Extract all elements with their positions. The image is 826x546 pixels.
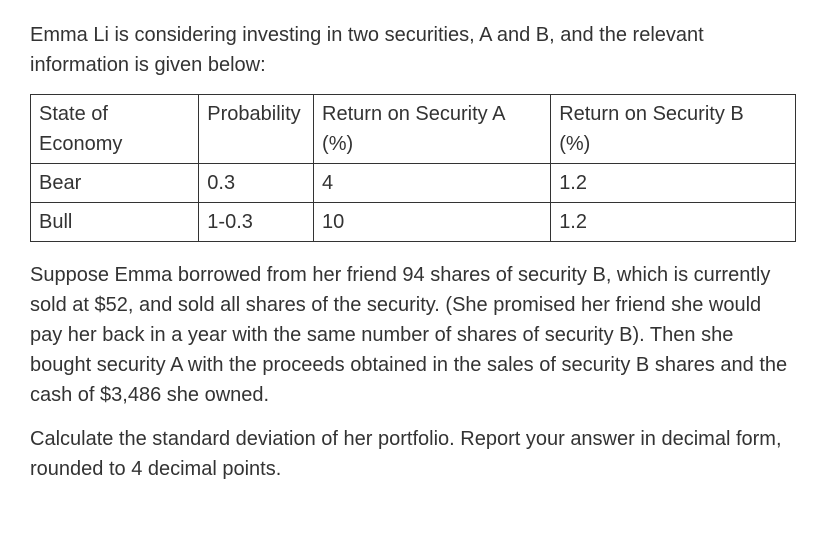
intro-text: Emma Li is considering investing in two … <box>30 20 796 80</box>
securities-table: State of Economy Probability Return on S… <box>30 94 796 242</box>
header-a-line1: Return on Security A <box>322 103 505 125</box>
header-b-line1: Return on Security B <box>559 103 744 125</box>
header-state: State of Economy <box>31 95 199 164</box>
table-row: Bull 1-0.3 10 1.2 <box>31 203 796 242</box>
question-text: Calculate the standard deviation of her … <box>30 424 796 484</box>
cell-bull-a: 10 <box>314 203 551 242</box>
header-return-b: Return on Security B (%) <box>551 95 796 164</box>
header-return-a: Return on Security A (%) <box>314 95 551 164</box>
cell-bear-a: 4 <box>314 164 551 203</box>
header-probability: Probability <box>199 95 314 164</box>
cell-bull-prob: 1-0.3 <box>199 203 314 242</box>
header-a-line2: (%) <box>322 133 353 155</box>
cell-bear-prob: 0.3 <box>199 164 314 203</box>
header-state-line1: State of <box>39 103 108 125</box>
header-prob-line1: Probability <box>207 103 300 125</box>
scenario-text: Suppose Emma borrowed from her friend 94… <box>30 260 796 410</box>
cell-bull-state: Bull <box>31 203 199 242</box>
header-state-line2: Economy <box>39 133 122 155</box>
cell-bull-b: 1.2 <box>551 203 796 242</box>
table-row: Bear 0.3 4 1.2 <box>31 164 796 203</box>
cell-bear-state: Bear <box>31 164 199 203</box>
cell-bear-b: 1.2 <box>551 164 796 203</box>
header-b-line2: (%) <box>559 133 590 155</box>
table-header-row: State of Economy Probability Return on S… <box>31 95 796 164</box>
